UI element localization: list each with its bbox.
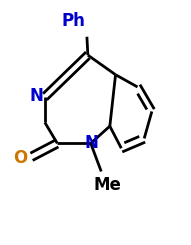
Text: N: N	[85, 134, 99, 152]
Text: O: O	[13, 149, 27, 167]
Text: N: N	[29, 87, 43, 105]
Text: Ph: Ph	[62, 12, 86, 30]
Text: Me: Me	[94, 176, 122, 194]
